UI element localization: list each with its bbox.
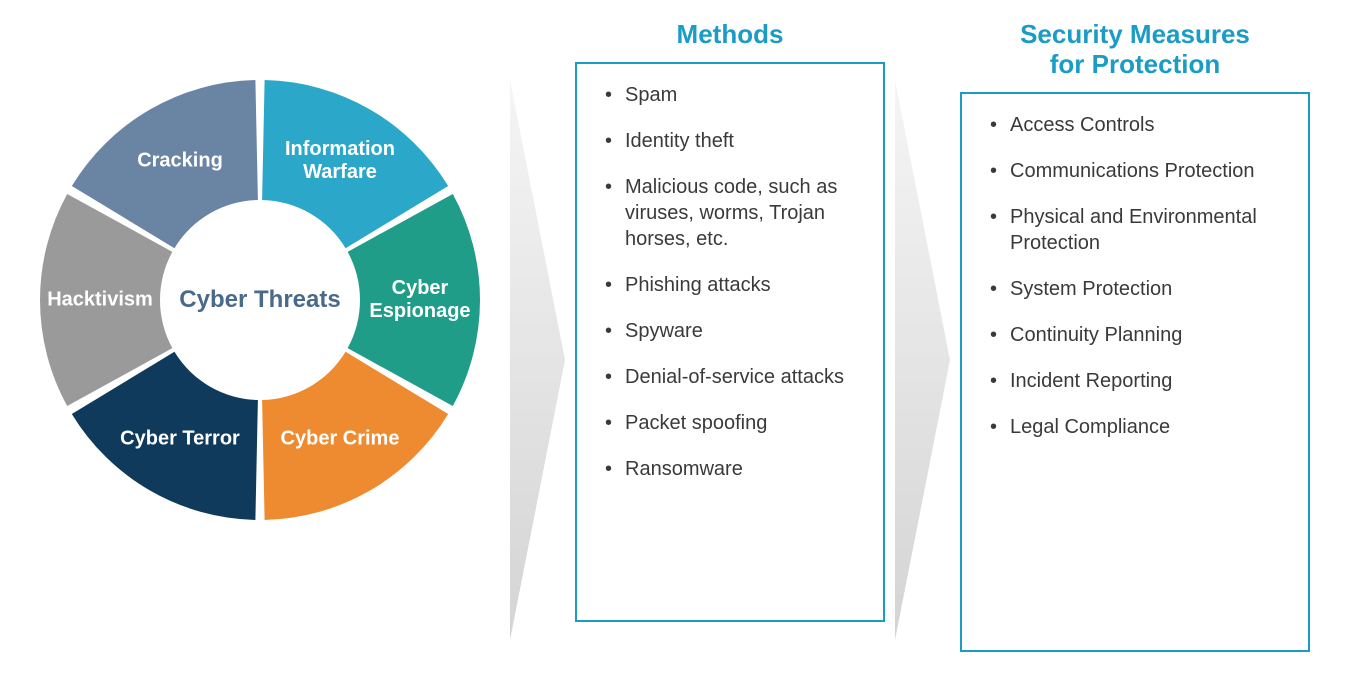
list-item: Physical and Environmental Protection — [990, 204, 1286, 256]
list-item: Legal Compliance — [990, 414, 1286, 440]
list-item: Spyware — [605, 318, 861, 344]
arrow-1 — [510, 80, 565, 640]
list-item: Malicious code, such as viruses, worms, … — [605, 174, 861, 252]
methods-title: Methods — [677, 20, 784, 50]
arrow-2 — [895, 80, 950, 640]
list-item: Identity theft — [605, 128, 861, 154]
list-item: Access Controls — [990, 112, 1286, 138]
methods-list: Spam Identity theft Malicious code, such a… — [605, 82, 861, 482]
arrow-icon — [895, 80, 950, 640]
list-item: System Protection — [990, 276, 1286, 302]
list-item: Incident Reporting — [990, 368, 1286, 394]
list-item: Denial-of-service attacks — [605, 364, 861, 390]
list-item: Phishing attacks — [605, 272, 861, 298]
infographic-root: Cyber Threats InformationWarfareCyberEsp… — [0, 0, 1359, 687]
security-title: Security Measuresfor Protection — [1020, 20, 1250, 80]
donut-chart: Cyber Threats InformationWarfareCyberEsp… — [10, 20, 510, 620]
donut-svg — [40, 80, 480, 520]
list-item: Continuity Planning — [990, 322, 1286, 348]
list-item: Ransomware — [605, 456, 861, 482]
security-list: Access Controls Communications Protection… — [990, 112, 1286, 440]
arrow-icon — [510, 80, 565, 640]
security-section: Security Measuresfor Protection Access C… — [960, 20, 1310, 652]
list-item: Packet spoofing — [605, 410, 861, 436]
methods-panel: Spam Identity theft Malicious code, such a… — [575, 62, 885, 622]
list-item: Spam — [605, 82, 861, 108]
security-panel: Access Controls Communications Protection… — [960, 92, 1310, 652]
methods-section: Methods Spam Identity theft Malicious code… — [575, 20, 885, 622]
list-item: Communications Protection — [990, 158, 1286, 184]
